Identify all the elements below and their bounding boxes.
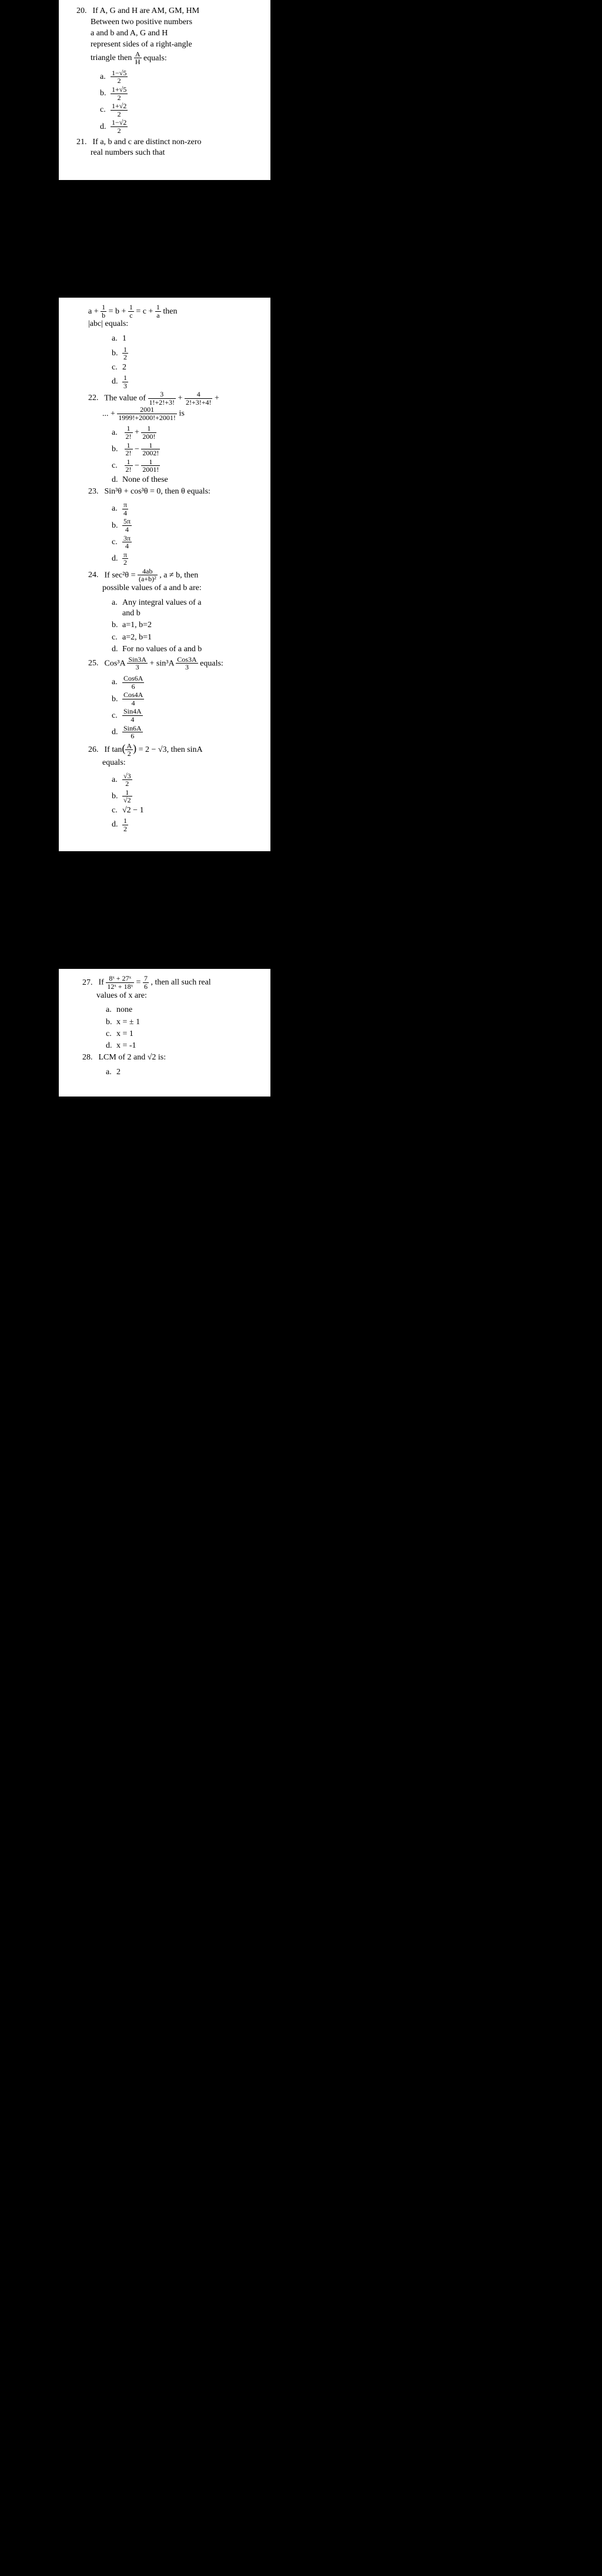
q27-opt-c: c.x = 1 bbox=[106, 1029, 260, 1039]
q28-num: 28. bbox=[82, 1052, 96, 1064]
q21-intro: 21. If a, b and c are distinct non-zero … bbox=[76, 137, 260, 159]
page-1: 20. If A, G and H are AM, GM, HM Between… bbox=[59, 0, 270, 180]
q24-num: 24. bbox=[88, 570, 102, 581]
q21-eq: a + 1b = b + 1c = c + 1a then bbox=[88, 307, 178, 316]
q24-opt-b: b.a=1, b=2 bbox=[112, 620, 260, 631]
q23-opt-c: c.3π4 bbox=[112, 535, 260, 550]
q20-l1: If A, G and H are AM, GM, HM bbox=[93, 6, 200, 15]
q25-num: 25. bbox=[88, 658, 102, 669]
q20-num: 20. bbox=[76, 6, 91, 17]
q24-opt-d: d.For no values of a and b bbox=[112, 644, 260, 655]
q21-opt-c: c.2 bbox=[112, 362, 260, 373]
q25-opt-c: c.Sin4A4 bbox=[112, 708, 260, 723]
q24-options: a.Any integral values of aand b b.a=1, b… bbox=[112, 598, 260, 655]
q25-options: a.Cos6A6 b.Cos4A4 c.Sin4A4 d.Sin6A6 bbox=[112, 675, 260, 740]
q23-opt-a: a.π4 bbox=[112, 501, 260, 516]
q20-frac: AH bbox=[134, 51, 142, 66]
q23-opt-d: d.π2 bbox=[112, 551, 260, 566]
q20-opt-b: b.1+√52 bbox=[100, 86, 260, 101]
q21-num: 21. bbox=[76, 137, 91, 148]
q26-opt-a: a.√32 bbox=[112, 772, 260, 788]
q26-opt-b: b.1√2 bbox=[112, 789, 260, 804]
page-3: 27. If 8ˣ + 27ˣ12ˣ + 18ˣ = 76 , then all… bbox=[59, 969, 270, 1097]
q22-opt-d: d.None of these bbox=[112, 475, 260, 485]
q26-opt-d: d.12 bbox=[112, 817, 260, 832]
q24: 24. If sec²θ = 4ab(a+b)² , a ≠ b, then p… bbox=[88, 568, 260, 594]
q26-opt-c: c.√2 − 1 bbox=[112, 805, 260, 816]
q26: 26. If tan(A2) = 2 − √3, then sinA equal… bbox=[88, 741, 260, 769]
q22-options: a. 12! + 1200! b. 12! − 12002! c. 12! − … bbox=[112, 425, 260, 485]
q23-opt-b: b.5π4 bbox=[112, 518, 260, 533]
q27-options: a.none b.x = ± 1 c.x = 1 d.x = -1 bbox=[106, 1005, 260, 1051]
q20: 20. If A, G and H are AM, GM, HM Between… bbox=[76, 6, 260, 66]
q20-options: a.1−√52 b.1+√52 c.1+√22 d.1−√22 bbox=[100, 69, 260, 135]
q24-opt-c: c.a=2, b=1 bbox=[112, 632, 260, 643]
q21-cont: a + 1b = b + 1c = c + 1a then |abc| equa… bbox=[88, 304, 260, 330]
q25-opt-d: d.Sin6A6 bbox=[112, 725, 260, 740]
q21-opt-d: d.13 bbox=[112, 374, 260, 389]
q20-l3: a and b and A, G and H bbox=[91, 29, 168, 38]
q22-num: 22. bbox=[88, 393, 102, 404]
q20-l5a: triangle then bbox=[91, 54, 132, 62]
q28-text: LCM of 2 and √2 is: bbox=[99, 1053, 166, 1062]
q20-opt-a: a.1−√52 bbox=[100, 69, 260, 85]
q22: 22. The value of 31!+2!+3! + 42!+3!+4! +… bbox=[88, 391, 260, 421]
q23-num: 23. bbox=[88, 486, 102, 498]
q22-opt-a: a. 12! + 1200! bbox=[112, 425, 260, 440]
q20-opt-c: c.1+√22 bbox=[100, 102, 260, 118]
q25-opt-a: a.Cos6A6 bbox=[112, 675, 260, 690]
q21-line2: |abc| equals: bbox=[88, 319, 128, 328]
q20-l4: represent sides of a right-angle bbox=[91, 40, 192, 49]
q28-opt-a: a.2 bbox=[106, 1067, 260, 1078]
q26-num: 26. bbox=[88, 745, 102, 756]
q20-l2: Between two positive numbers bbox=[91, 18, 192, 26]
q22-text: The value of bbox=[104, 394, 146, 402]
q28-options: a.2 bbox=[106, 1067, 260, 1078]
q20-l5b: equals: bbox=[143, 54, 167, 62]
q23: 23. Sin³θ + cos³θ = 0, then θ equals: bbox=[88, 486, 260, 498]
q21-options: a.1 b.12 c.2 d.13 bbox=[112, 334, 260, 389]
q21-l2: real numbers such that bbox=[91, 148, 165, 157]
q23-options: a.π4 b.5π4 c.3π4 d.π2 bbox=[112, 501, 260, 566]
q27-opt-a: a.none bbox=[106, 1005, 260, 1015]
q22-opt-c: c. 12! − 12001! bbox=[112, 458, 260, 474]
q25: 25. Cos³A Sin3A3 + sin³A Cos3A3 equals: bbox=[88, 656, 260, 671]
q28: 28. LCM of 2 and √2 is: bbox=[82, 1052, 260, 1064]
q20-opt-d: d.1−√22 bbox=[100, 119, 260, 134]
q24-opt-a: a.Any integral values of aand b bbox=[112, 598, 260, 619]
q21-opt-b: b.12 bbox=[112, 346, 260, 361]
q21-l1: If a, b and c are distinct non-zero bbox=[93, 138, 202, 146]
page-2: a + 1b = b + 1c = c + 1a then |abc| equa… bbox=[59, 298, 270, 851]
q27: 27. If 8ˣ + 27ˣ12ˣ + 18ˣ = 76 , then all… bbox=[82, 975, 260, 1001]
q25-opt-b: b.Cos4A4 bbox=[112, 691, 260, 707]
q26-options: a.√32 b.1√2 c.√2 − 1 d.12 bbox=[112, 772, 260, 833]
q22-opt-b: b. 12! − 12002! bbox=[112, 442, 260, 457]
q23-text: Sin³θ + cos³θ = 0, then θ equals: bbox=[105, 487, 210, 496]
q21-opt-a: a.1 bbox=[112, 334, 260, 344]
q27-opt-d: d.x = -1 bbox=[106, 1041, 260, 1051]
q27-num: 27. bbox=[82, 978, 96, 989]
q27-opt-b: b.x = ± 1 bbox=[106, 1017, 260, 1028]
